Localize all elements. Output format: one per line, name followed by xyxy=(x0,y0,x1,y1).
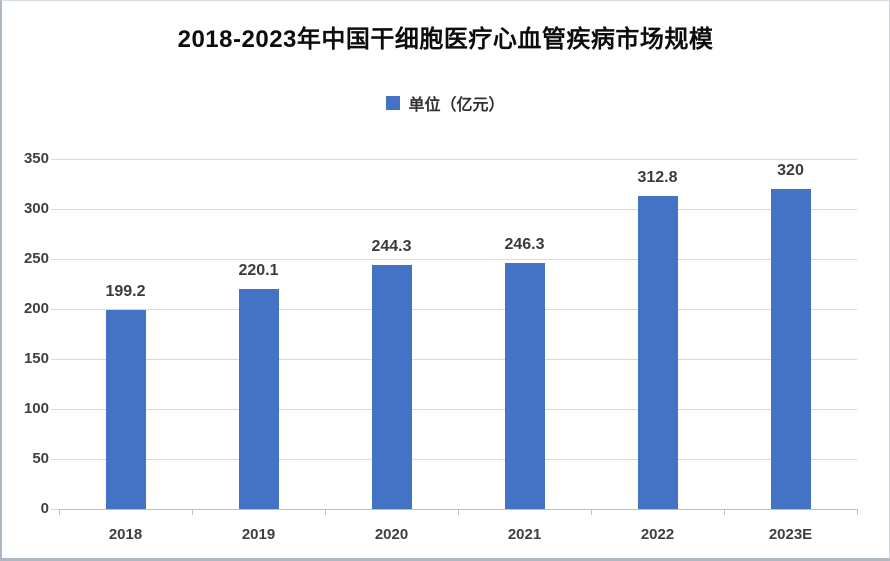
gridline xyxy=(59,359,857,360)
y-tick-mark xyxy=(51,209,59,210)
y-tick-mark xyxy=(51,359,59,360)
y-axis-tick-label: 350 xyxy=(23,150,49,167)
y-axis-tick-label: 200 xyxy=(23,300,49,317)
x-tick-mark xyxy=(857,510,858,515)
x-axis-tick-label: 2020 xyxy=(374,526,409,543)
y-axis-tick-label: 100 xyxy=(23,400,49,417)
y-tick-mark xyxy=(51,509,59,510)
legend: 单位（亿元） xyxy=(2,91,889,115)
bar xyxy=(371,264,412,509)
legend-label: 单位（亿元） xyxy=(408,97,505,114)
gridline xyxy=(59,259,857,260)
bar-value-label: 320 xyxy=(777,162,804,179)
x-axis-tick-label: 2018 xyxy=(108,526,143,543)
y-axis-tick-label: 300 xyxy=(23,200,49,217)
bar xyxy=(105,309,146,509)
bar xyxy=(238,288,279,509)
legend-swatch-icon xyxy=(386,96,401,110)
x-tick-mark xyxy=(724,510,725,515)
x-tick-mark xyxy=(591,510,592,515)
y-tick-mark xyxy=(51,409,59,410)
x-tick-mark xyxy=(458,510,459,515)
bar-value-label: 244.3 xyxy=(371,237,412,255)
x-tick-mark xyxy=(325,510,326,515)
bar xyxy=(770,189,811,509)
bar-value-label: 246.3 xyxy=(504,235,545,253)
x-tick-mark xyxy=(192,510,193,515)
x-axis-tick-label: 2023E xyxy=(768,526,813,543)
x-axis-tick-label: 2019 xyxy=(241,526,276,543)
y-axis-tick-label: 50 xyxy=(32,450,49,467)
x-axis-line xyxy=(59,509,858,510)
y-axis-tick-label: 0 xyxy=(40,500,49,517)
x-tick-mark xyxy=(59,510,60,515)
gridline xyxy=(59,309,857,310)
y-axis-tick-label: 150 xyxy=(23,350,49,367)
gridline xyxy=(59,209,857,210)
y-tick-mark xyxy=(51,459,59,460)
x-axis-tick-label: 2021 xyxy=(507,526,542,543)
bar-value-label: 312.8 xyxy=(637,169,678,187)
y-tick-mark xyxy=(51,159,59,160)
bar-value-label: 220.1 xyxy=(238,261,279,279)
y-tick-mark xyxy=(51,259,59,260)
gridline xyxy=(59,159,857,160)
bar xyxy=(504,262,545,509)
y-axis-tick-label: 250 xyxy=(23,250,49,267)
y-tick-mark xyxy=(51,309,59,310)
chart-title: 2018-2023年中国干细胞医疗心血管疾病市场规模 xyxy=(177,26,714,53)
bar-value-label: 199.2 xyxy=(105,282,146,300)
x-axis-tick-label: 2022 xyxy=(640,526,675,543)
bar xyxy=(637,196,678,509)
gridline xyxy=(59,459,857,460)
gridline xyxy=(59,409,857,410)
